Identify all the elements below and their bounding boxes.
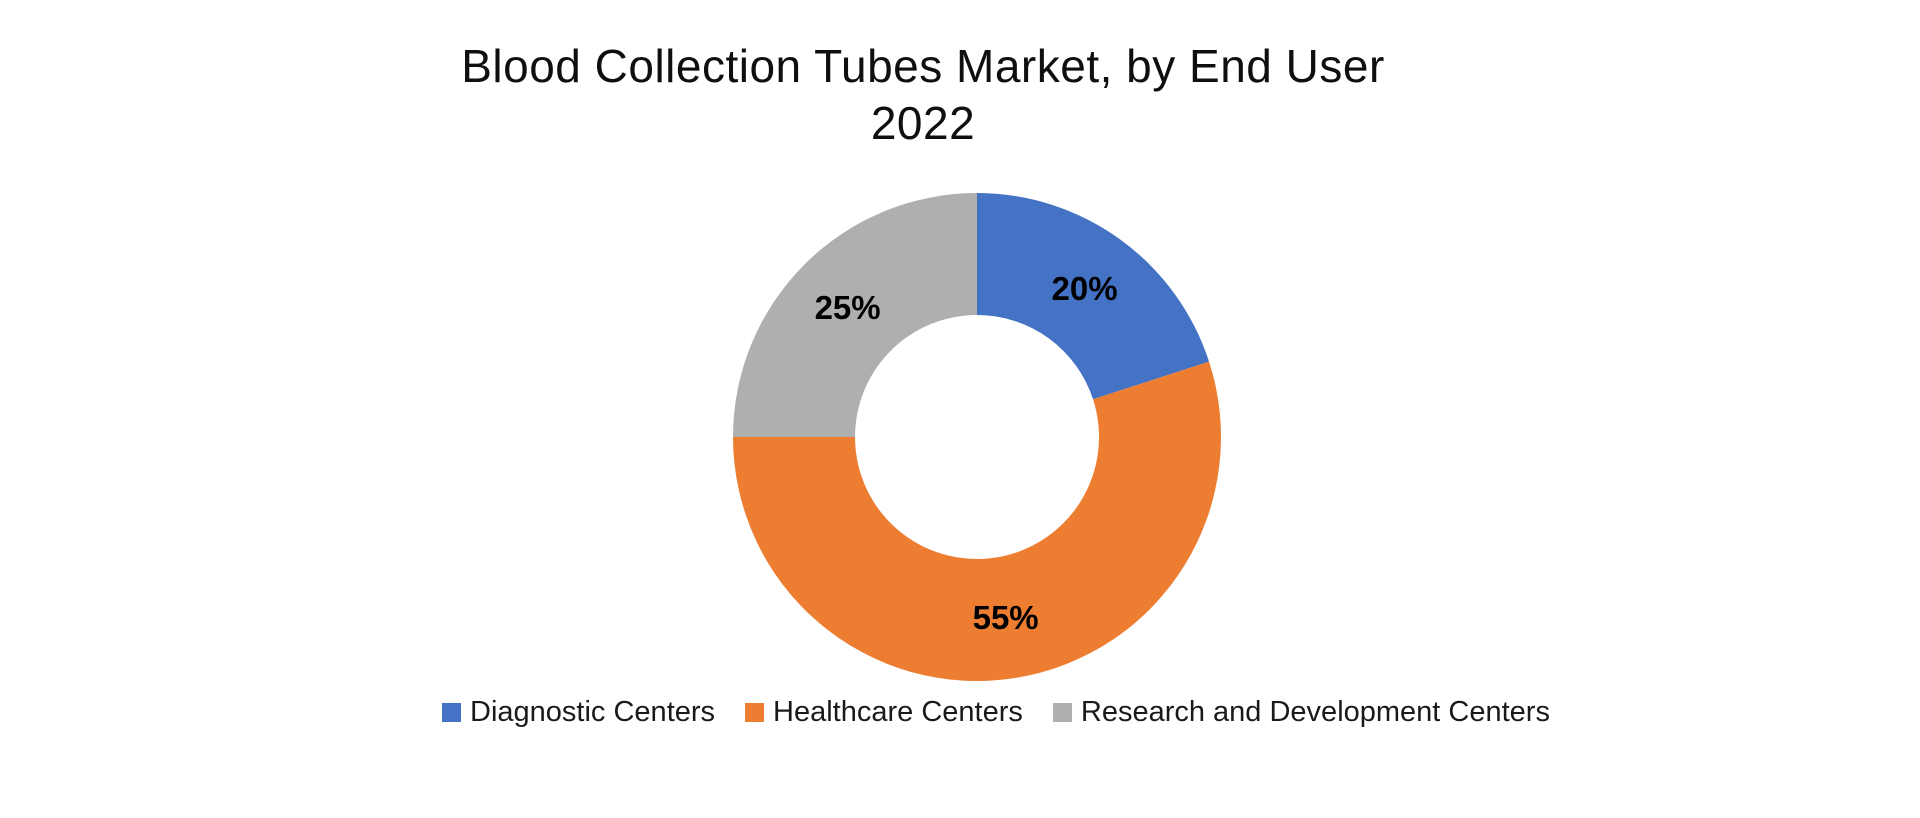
slice-label-healthcare-centers: 55% bbox=[972, 598, 1039, 636]
chart-title: Blood Collection Tubes Market, by End Us… bbox=[0, 38, 1846, 152]
legend-label-diagnostic-centers: Diagnostic Centers bbox=[470, 696, 716, 728]
legend-label-research-and-development-centers: Research and Development Centers bbox=[1080, 696, 1550, 728]
legend-swatch-diagnostic-centers bbox=[442, 702, 462, 722]
donut-slices bbox=[733, 193, 1221, 681]
legend-label-healthcare-centers: Healthcare Centers bbox=[773, 696, 1023, 728]
legend-item-healthcare-centers: Healthcare Centers bbox=[745, 696, 1023, 728]
donut-slice-diagnostic-centers bbox=[977, 193, 1210, 400]
legend-swatch-healthcare-centers bbox=[745, 702, 765, 722]
legend-swatch-research-and-development-centers bbox=[1052, 702, 1072, 722]
chart-title-line2: 2022 bbox=[870, 97, 976, 149]
chart-title-line1: Blood Collection Tubes Market, by End Us… bbox=[461, 40, 1385, 92]
legend: Diagnostic Centers Healthcare Centers Re… bbox=[72, 696, 1920, 728]
slice-label-research-and-development-centers: 25% bbox=[814, 288, 881, 326]
legend-item-research-and-development-centers: Research and Development Centers bbox=[1052, 696, 1550, 728]
donut-slice-research-and-development-centers bbox=[733, 193, 977, 437]
donut-slice-healthcare-centers bbox=[733, 361, 1221, 681]
legend-item-diagnostic-centers: Diagnostic Centers bbox=[442, 696, 715, 728]
slice-label-diagnostic-centers: 20% bbox=[1051, 269, 1118, 307]
